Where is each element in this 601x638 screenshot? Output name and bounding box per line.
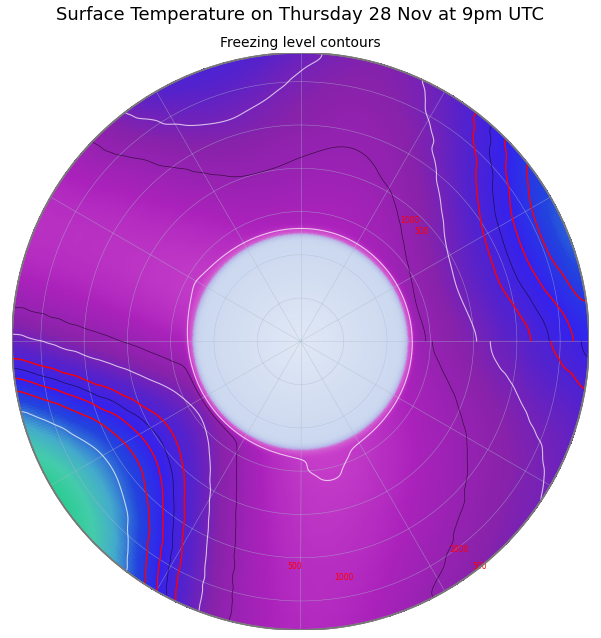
Text: 500: 500 bbox=[414, 227, 429, 236]
Text: 500: 500 bbox=[287, 562, 302, 571]
Text: 500: 500 bbox=[472, 562, 487, 571]
Text: Freezing level contours: Freezing level contours bbox=[220, 36, 381, 50]
Text: Surface Temperature on Thursday 28 Nov at 9pm UTC: Surface Temperature on Thursday 28 Nov a… bbox=[56, 6, 545, 24]
Text: 1000: 1000 bbox=[334, 574, 353, 582]
Polygon shape bbox=[12, 53, 589, 630]
Text: 1000: 1000 bbox=[400, 216, 420, 225]
Text: 1000: 1000 bbox=[450, 545, 469, 554]
